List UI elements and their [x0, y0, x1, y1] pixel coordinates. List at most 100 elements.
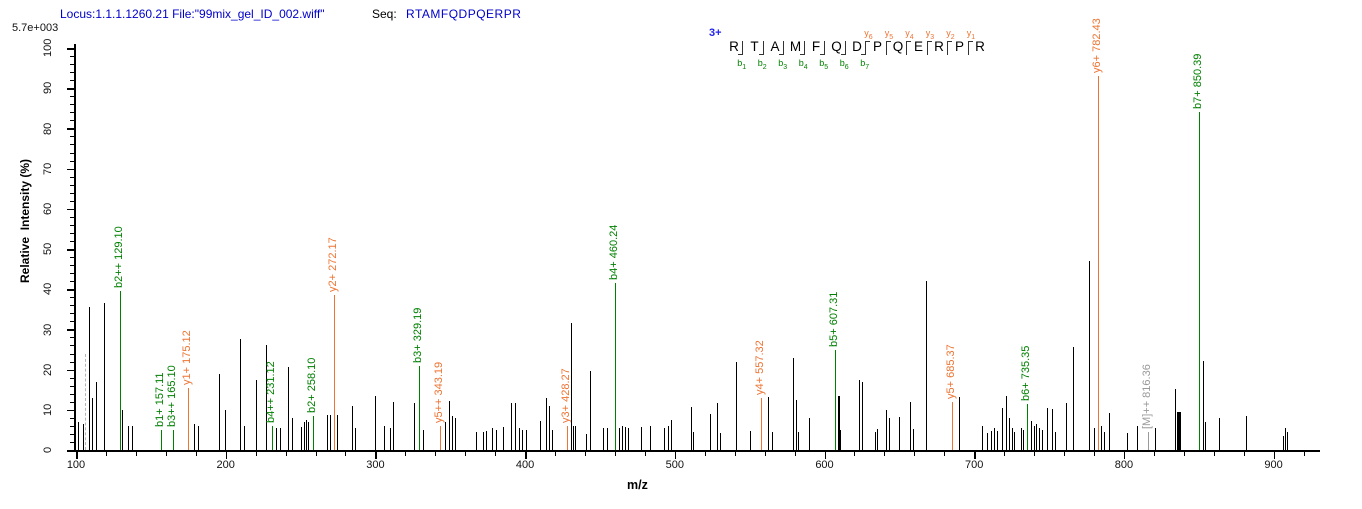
y-minor-tick: [70, 417, 75, 419]
peak: [1219, 417, 1221, 450]
peak: [243, 425, 245, 450]
y-minor-tick: [70, 232, 75, 234]
x-tick-label: 600: [815, 459, 834, 471]
x-minor-tick: [285, 452, 287, 456]
x-minor-tick: [465, 452, 467, 456]
x-minor-tick: [555, 452, 557, 456]
x-minor-tick: [1183, 452, 1185, 456]
peak: [1155, 427, 1157, 450]
peak: [1148, 431, 1150, 450]
x-minor-tick: [764, 452, 766, 456]
y-minor-tick: [70, 104, 75, 106]
peak: [1282, 435, 1284, 450]
y-minor-tick: [70, 385, 75, 387]
peak: [793, 357, 795, 450]
y-cleavage-cap: [866, 41, 871, 42]
y-tick-label: 30: [42, 323, 54, 336]
y-tick: [67, 409, 75, 412]
x-minor-tick: [734, 452, 736, 456]
peak: [354, 427, 356, 450]
y-ion-label: y2: [946, 28, 955, 41]
peak: [861, 381, 863, 450]
peak-label: b5+ 607.31: [828, 291, 841, 347]
x-minor-tick: [195, 452, 197, 456]
peak: [92, 397, 94, 450]
y-minor-tick: [70, 265, 75, 267]
y-minor-tick: [70, 224, 75, 226]
residue-letter: R: [975, 39, 985, 54]
y-minor-tick: [70, 144, 75, 146]
peak: [717, 402, 719, 450]
peak: [188, 387, 190, 450]
x-tick-label: 800: [1114, 459, 1134, 471]
peak: [888, 417, 890, 450]
peak: [994, 427, 996, 450]
peak: [627, 427, 629, 450]
peak: [982, 425, 984, 450]
b-ion-label: b6: [839, 58, 849, 71]
peak: [990, 430, 992, 450]
x-minor-tick: [105, 452, 107, 456]
peak: [1047, 407, 1049, 450]
x-minor-tick: [854, 452, 856, 456]
y-minor-tick: [70, 120, 75, 122]
sequence-value: RTAMFQDPQERPR: [406, 7, 522, 21]
x-tick-label: 900: [1264, 459, 1283, 471]
peak: [886, 409, 888, 450]
peak: [492, 427, 494, 450]
fragmentation-mark: [861, 41, 871, 55]
x-minor-tick: [315, 452, 317, 456]
y-minor-tick: [70, 257, 75, 259]
y-minor-tick: [70, 281, 75, 283]
x-minor-tick: [495, 452, 497, 456]
y-minor-tick: [70, 353, 75, 355]
y-minor-tick: [70, 321, 75, 323]
residue-letter: E: [913, 39, 923, 54]
b-cleavage-foot: [738, 54, 743, 55]
y-minor-tick: [70, 216, 75, 218]
y-ion-label: y5: [884, 28, 894, 41]
peak: [383, 425, 385, 450]
fragmentation-mark: [947, 41, 953, 55]
x-tick: [1123, 452, 1126, 459]
fragmentation-mark: [885, 41, 891, 55]
y-tick-label: 0: [42, 446, 54, 454]
peak: [1051, 408, 1053, 450]
y-minor-tick: [70, 433, 75, 435]
precursor-charge-badge: 3+: [709, 27, 722, 39]
peak-label: b3++ 165.10: [166, 365, 179, 427]
peak: [482, 431, 484, 450]
fragmentation-mark: [967, 41, 973, 55]
peak: [495, 429, 497, 450]
x-axis-line: [75, 450, 1320, 452]
peak: [1041, 429, 1043, 450]
peak: [667, 425, 669, 450]
peak: [736, 361, 738, 450]
peak: [1036, 423, 1038, 450]
x-minor-tick: [644, 452, 646, 456]
b-cleavage-foot: [758, 54, 763, 55]
b-cleavage-foot: [840, 54, 845, 55]
peak: [414, 403, 416, 450]
peak: [874, 431, 876, 450]
y-minor-tick: [70, 64, 75, 66]
x-minor-tick: [584, 452, 586, 456]
peak: [312, 415, 314, 450]
fragmentation-mark: [820, 41, 826, 55]
x-minor-tick: [345, 452, 347, 456]
peak: [119, 291, 121, 450]
peak: [720, 432, 722, 450]
peak: [606, 427, 608, 450]
peak: [586, 433, 588, 450]
peak: [1072, 346, 1074, 450]
x-minor-tick: [165, 452, 167, 456]
peak: [104, 303, 106, 450]
peak: [622, 425, 624, 450]
peak: [548, 405, 550, 450]
fragmentation-mark: [799, 41, 805, 55]
peak: [997, 430, 999, 450]
peak: [1287, 431, 1289, 450]
y-tick-label: 40: [42, 283, 54, 296]
peak: [1031, 420, 1033, 450]
